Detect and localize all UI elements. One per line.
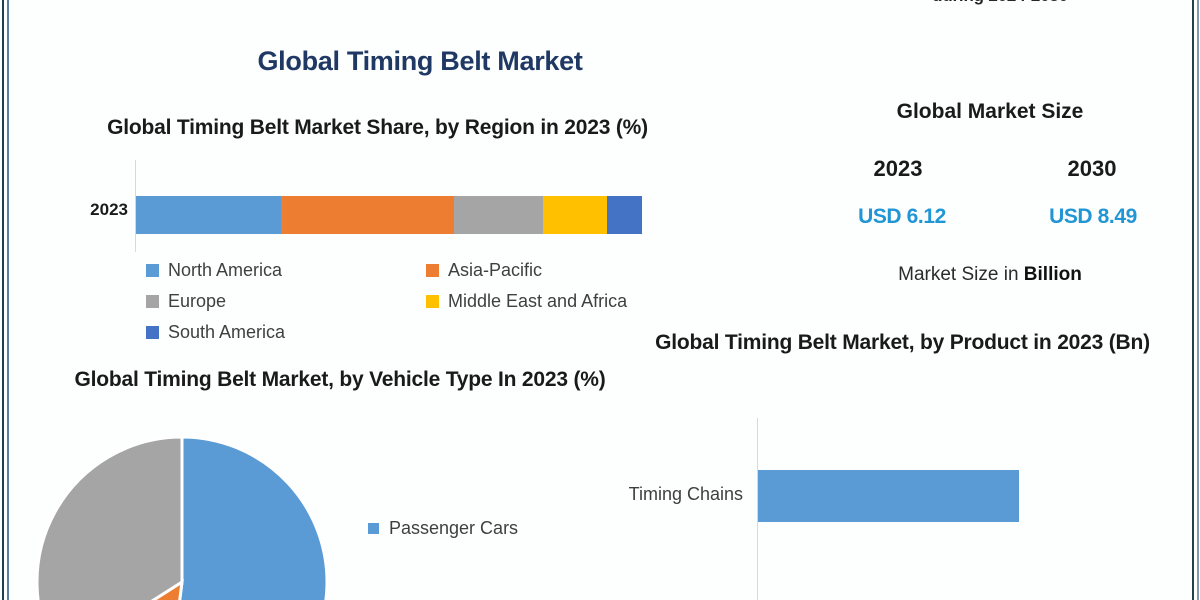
vehicle-legend-item: Passenger Cars <box>368 484 578 572</box>
product-bar-timing-chains <box>758 470 1019 522</box>
vehicle-legend: Passenger Cars LCV <box>368 484 578 600</box>
region-segment-asia-pacific <box>281 196 455 234</box>
legend-swatch-icon <box>426 264 439 277</box>
region-chart-title: Global Timing Belt Market Share, by Regi… <box>107 116 648 139</box>
product-chart-axis <box>757 418 758 600</box>
legend-swatch-icon <box>368 522 379 534</box>
market-size-title: Global Market Size <box>896 100 1084 123</box>
region-legend-item: South America <box>146 317 426 348</box>
region-legend-item: Asia-Pacific <box>426 255 706 286</box>
region-legend-label: Middle East and Africa <box>448 291 628 311</box>
region-segment-north-america <box>136 196 282 234</box>
legend-swatch-icon <box>146 264 159 277</box>
market-size-year-2023: 2023 <box>873 156 923 181</box>
pie-svg <box>35 435 329 600</box>
frame-left-inner-line <box>7 0 9 600</box>
legend-swatch-icon <box>426 295 439 308</box>
market-size-footnote-unit: Billion <box>1023 264 1082 285</box>
region-legend-label: South America <box>168 322 286 342</box>
legend-swatch-icon <box>146 326 159 339</box>
market-size-year-2030: 2030 <box>1067 156 1117 181</box>
page-title: Global Timing Belt Market <box>257 46 583 76</box>
region-share-chart: Global Timing Belt Market Share, by Regi… <box>0 0 720 260</box>
market-size-value-2030: USD 8.49 <box>1049 205 1137 228</box>
region-segment-south-america <box>606 196 642 234</box>
frame-right-inner-line <box>1197 0 1199 600</box>
pie-slice <box>35 435 184 600</box>
region-legend-label: North America <box>168 260 283 280</box>
region-legend-label: Asia-Pacific <box>448 260 543 280</box>
vehicle-legend-item: LCV <box>368 572 578 600</box>
pie-slice-passenger-cars <box>178 435 329 600</box>
region-legend-label: Europe <box>168 291 227 311</box>
region-legend-item: Europe <box>146 286 426 317</box>
region-segment-middle-east-and-africa <box>543 196 607 234</box>
vehicle-chart-title: Global Timing Belt Market, by Vehicle Ty… <box>74 368 606 391</box>
market-size-footnote-prefix: Market Size in <box>898 264 1024 285</box>
region-stacked-bar <box>136 196 642 234</box>
region-segment-europe <box>454 196 544 234</box>
region-legend: North America Asia-Pacific Europe Middle Ea… <box>146 255 706 348</box>
region-legend-item: North America <box>146 255 426 286</box>
vehicle-legend-label: Passenger Cars <box>389 517 519 538</box>
legend-swatch-icon <box>146 295 159 308</box>
region-category-label: 2023 <box>90 200 128 219</box>
strapline-text: during 2024-2030 <box>830 0 1170 6</box>
frame-left-outer-line <box>2 0 4 600</box>
product-chart-title: Global Timing Belt Market, by Product in… <box>655 331 1150 354</box>
product-category-label: Timing Chains <box>628 484 743 504</box>
region-legend-item: Middle East and Africa <box>426 286 706 317</box>
frame-right-outer-line <box>1192 0 1194 600</box>
market-size-value-2023: USD 6.12 <box>858 205 946 228</box>
vehicle-type-pie-chart <box>35 435 335 600</box>
region-chart-axis <box>135 160 136 252</box>
market-size-footnote: Market Size in Billion <box>830 264 1150 286</box>
